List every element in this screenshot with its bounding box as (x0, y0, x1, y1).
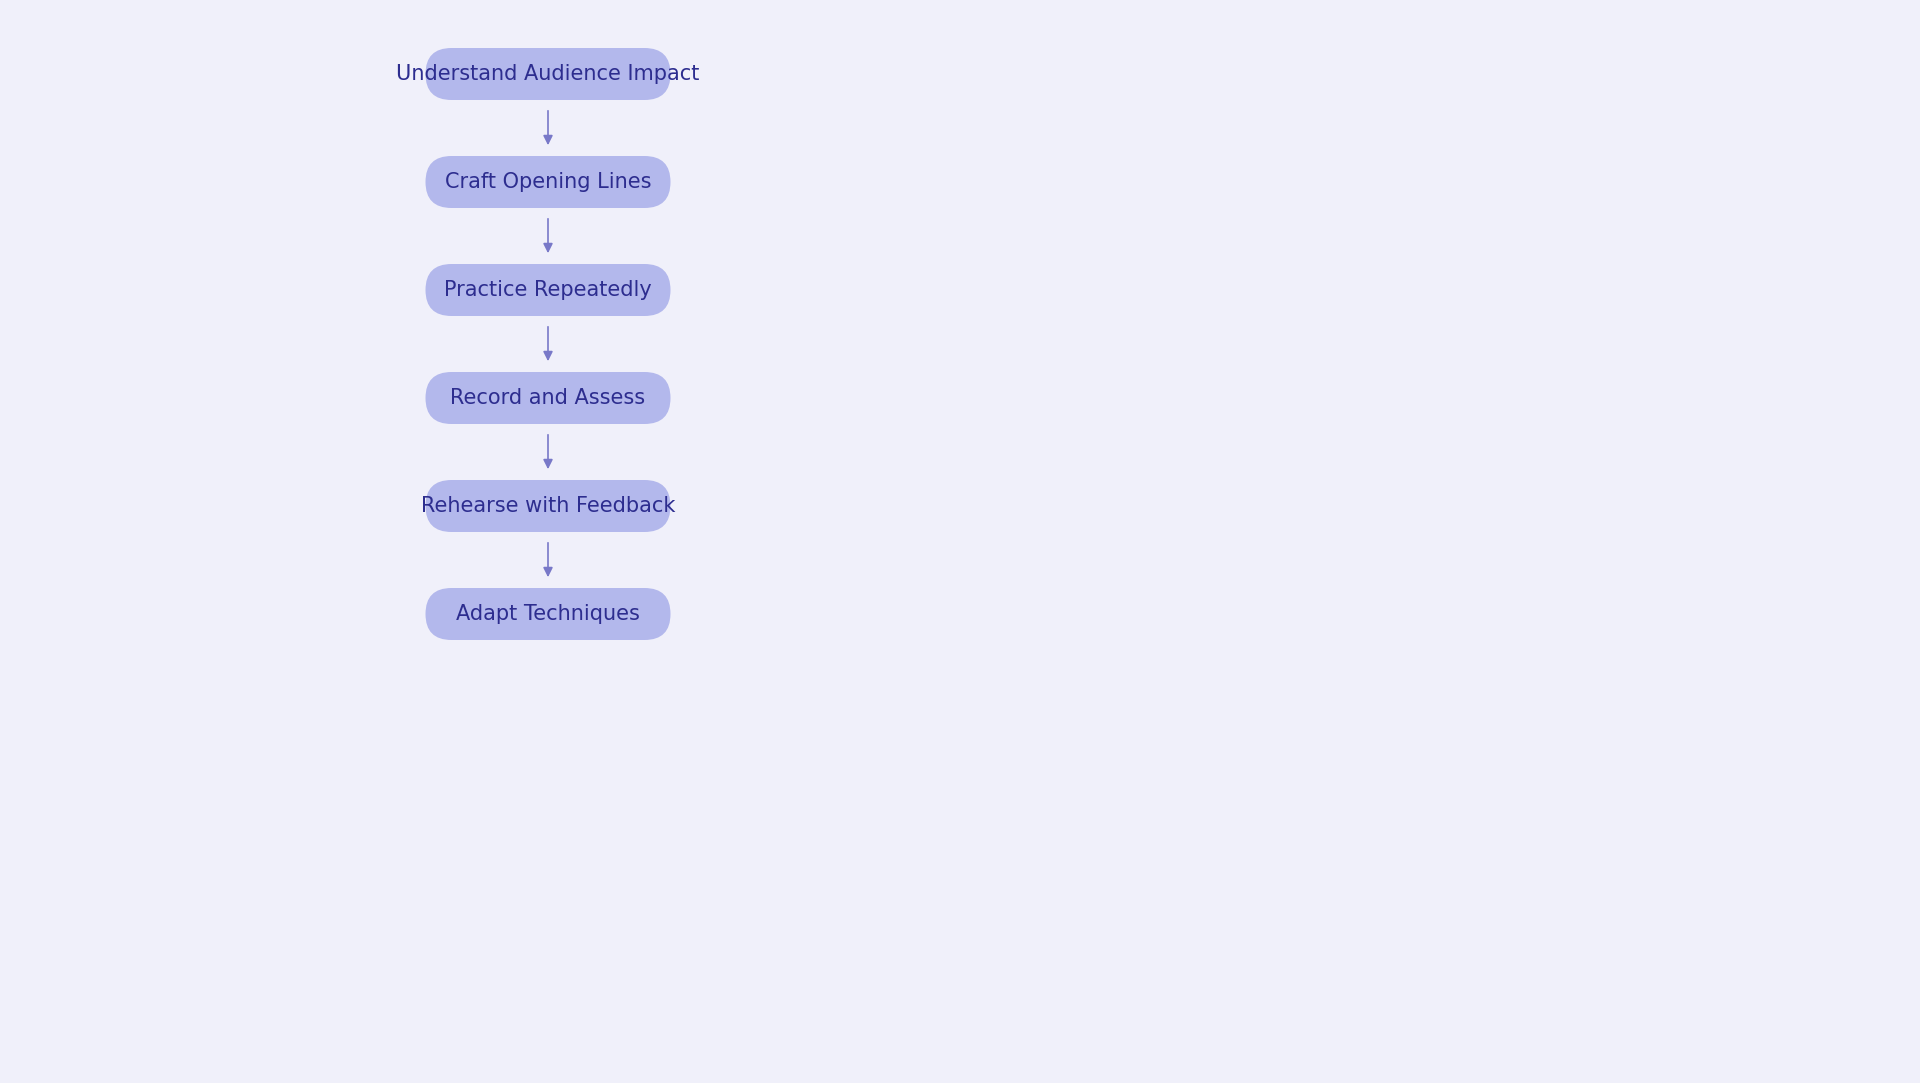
Text: Practice Repeatedly: Practice Repeatedly (444, 280, 653, 300)
FancyBboxPatch shape (426, 588, 670, 640)
Text: Understand Audience Impact: Understand Audience Impact (396, 64, 699, 84)
FancyBboxPatch shape (426, 371, 670, 425)
FancyBboxPatch shape (426, 48, 670, 100)
Text: Adapt Techniques: Adapt Techniques (457, 604, 639, 624)
FancyBboxPatch shape (426, 156, 670, 208)
FancyBboxPatch shape (426, 480, 670, 532)
Text: Rehearse with Feedback: Rehearse with Feedback (420, 496, 676, 516)
Text: Record and Assess: Record and Assess (451, 388, 645, 408)
Text: Craft Opening Lines: Craft Opening Lines (445, 172, 651, 192)
FancyBboxPatch shape (426, 264, 670, 316)
